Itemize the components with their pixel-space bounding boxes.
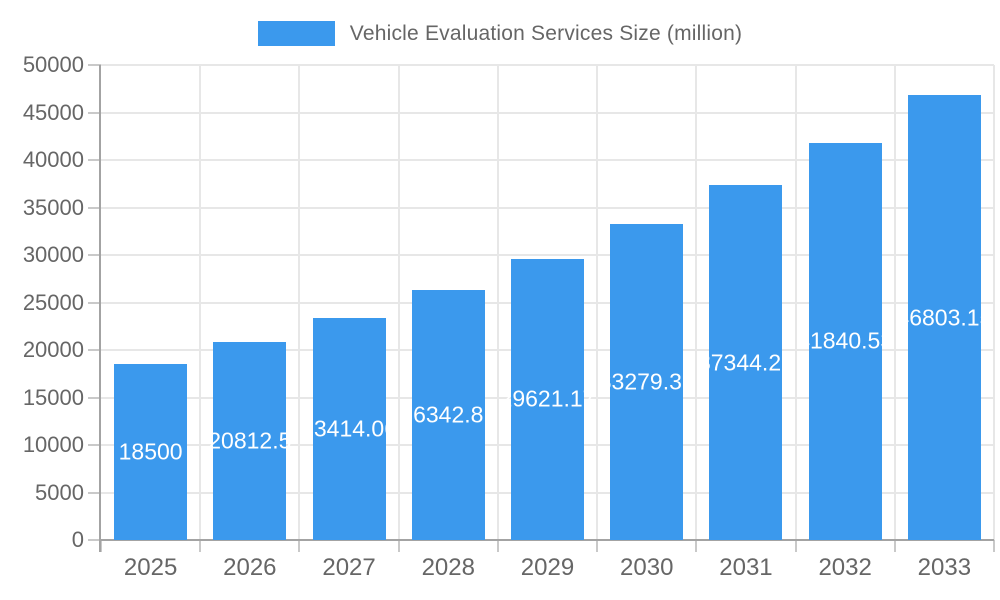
bar-value-label-2028: 26342.81 [400, 401, 497, 428]
bar-value-label-2030: 33279.36 [598, 368, 695, 395]
y-axis-tick-label: 10000 [22, 432, 84, 457]
bar-2029[interactable] [511, 258, 584, 540]
x-axis-tick-mark [893, 540, 896, 552]
bar-2030[interactable] [610, 223, 684, 540]
y-axis-tick-mark [88, 206, 101, 209]
x-axis-tick-label-2025: 2025 [123, 554, 178, 581]
x-axis-tick-mark [794, 540, 797, 552]
gridline-vertical [893, 65, 896, 540]
bar-2033[interactable] [907, 95, 981, 540]
bar-2026[interactable] [213, 342, 287, 540]
bar-value-label-2029: 29621.17 [499, 385, 596, 412]
y-axis-tick-mark [88, 159, 101, 161]
y-axis-tick-label: 5000 [35, 479, 84, 505]
y-axis-tick-mark [88, 444, 101, 446]
bar-value-label-2032: 41840.53 [797, 327, 894, 354]
x-axis-tick-label-2033: 2033 [917, 554, 972, 581]
legend-swatch [257, 21, 335, 46]
x-axis-line [101, 539, 994, 541]
gridline-horizontal [101, 111, 994, 114]
gridline-vertical [397, 65, 400, 540]
x-axis-tick-label-2029: 2029 [520, 554, 575, 581]
bar-2025[interactable] [114, 364, 188, 540]
x-axis-tick-mark [298, 540, 301, 552]
y-axis-tick-label: 25000 [22, 289, 84, 315]
bar-value-label-2033: 46803.15 [896, 304, 993, 331]
gridline-vertical [993, 65, 995, 540]
x-axis-tick-mark [100, 540, 102, 552]
gridline-vertical [794, 65, 797, 540]
y-axis-tick-mark [88, 111, 101, 114]
y-axis-line [99, 65, 101, 552]
gridline-horizontal [101, 159, 994, 161]
y-axis-tick-label: 15000 [22, 384, 84, 410]
bar-value-label-2027: 23414.06 [301, 415, 398, 442]
y-axis-tick-mark [88, 349, 101, 351]
gridline-vertical [496, 65, 499, 540]
x-axis-tick-mark [596, 540, 599, 552]
gridline-vertical [199, 65, 202, 540]
y-axis-tick-mark [88, 254, 101, 256]
bar-value-label-2026: 20812.5 [208, 427, 292, 454]
x-axis-tick-mark [496, 540, 499, 552]
x-axis-tick-label-2030: 2030 [620, 554, 674, 581]
y-axis-tick-label: 45000 [22, 99, 84, 125]
y-axis-tick-mark [88, 539, 101, 541]
bar-value-label-2031: 37344.28 [697, 349, 794, 376]
gridline-horizontal [101, 64, 994, 66]
bar-2032[interactable] [808, 142, 882, 540]
x-axis-tick-mark [199, 540, 202, 552]
y-axis-tick-label: 20000 [22, 337, 84, 362]
x-axis-tick-mark [695, 540, 698, 552]
gridline-horizontal [101, 206, 994, 209]
y-axis-tick-label: 50000 [22, 52, 84, 77]
y-axis-tick-mark [88, 396, 101, 399]
x-axis-tick-label-2028: 2028 [421, 554, 475, 581]
x-axis-tick-label-2027: 2027 [322, 554, 376, 581]
bar-value-label-2025: 18500 [118, 438, 183, 465]
legend-label: Vehicle Evaluation Services Size (millio… [349, 21, 743, 45]
y-axis-tick-label: 40000 [22, 147, 84, 172]
x-axis-tick-label-2032: 2032 [818, 554, 872, 581]
gridline-horizontal [101, 254, 994, 256]
x-axis-tick-label-2031: 2031 [719, 554, 773, 581]
y-axis-tick-label: 0 [71, 527, 84, 552]
gridline-vertical [695, 65, 698, 540]
chart-legend[interactable]: Vehicle Evaluation Services Size (millio… [0, 21, 1000, 46]
bar-2028[interactable] [411, 289, 485, 540]
x-axis-tick-mark [397, 540, 400, 552]
gridline-vertical [596, 65, 599, 540]
y-axis-tick-label: 35000 [22, 194, 84, 220]
bar-2027[interactable] [312, 317, 386, 540]
y-axis-tick-mark [88, 491, 101, 494]
y-axis-tick-mark [88, 301, 101, 304]
y-axis-tick-label: 30000 [22, 242, 84, 267]
y-axis-tick-mark [88, 64, 101, 66]
x-axis-tick-label-2026: 2026 [223, 554, 277, 581]
bar-2031[interactable] [709, 185, 783, 540]
x-axis-tick-mark [993, 540, 995, 552]
gridline-vertical [298, 65, 301, 540]
